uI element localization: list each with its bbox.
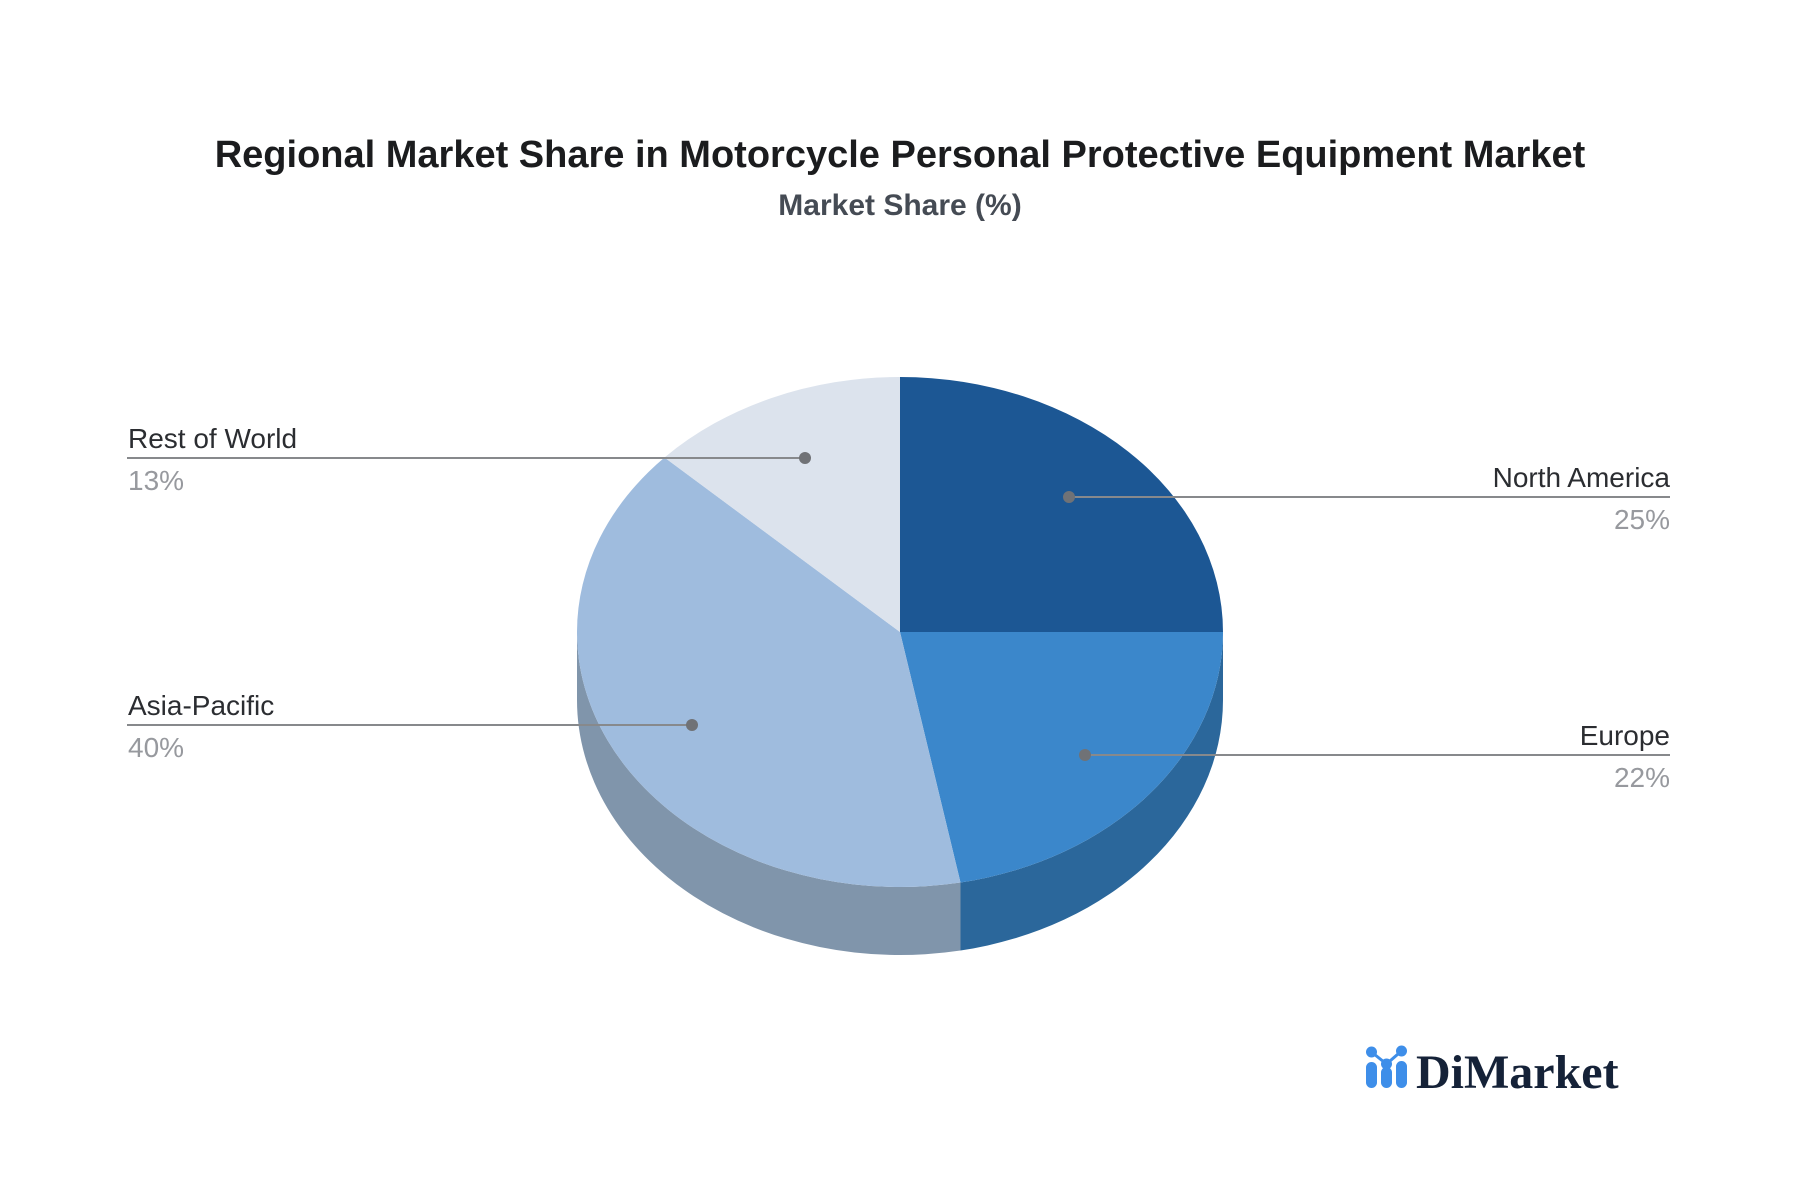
pie-slices (576, 377, 1223, 888)
callout-value-europe: 22% (1614, 762, 1670, 793)
pie-slice-asia-pacific (576, 457, 961, 888)
callout-label-asia-pacific: Asia-Pacific (128, 690, 274, 721)
callout-label-north-america: North America (1493, 462, 1671, 493)
logo-text: DiMarket (1416, 1046, 1619, 1099)
logo-dot-1 (1366, 1046, 1377, 1058)
logo-dot-2 (1381, 1058, 1392, 1070)
logo-bar-3 (1396, 1061, 1407, 1088)
leader-dot-rest-of-world (799, 452, 811, 464)
logo-bar-2 (1381, 1067, 1392, 1088)
callout-label-rest-of-world: Rest of World (128, 423, 297, 454)
logo-bar-1 (1366, 1062, 1377, 1088)
callout-label-europe: Europe (1580, 720, 1670, 751)
pie-slice-europe (900, 632, 1223, 883)
leader-dot-north-america (1063, 491, 1075, 503)
chart-subtitle: Market Share (%) (778, 189, 1021, 222)
pie-slice-side-asia-pacific (576, 632, 961, 956)
logo-dot-3 (1396, 1045, 1407, 1057)
callout-value-asia-pacific: 40% (128, 732, 184, 763)
pie-slice-side-europe (960, 632, 1223, 951)
callout-value-rest-of-world: 13% (128, 465, 184, 496)
leader-dot-asia-pacific (686, 719, 698, 731)
callout-labels-group: Rest of World 13% Asia-Pacific 40% North… (128, 423, 1670, 793)
page-title: Regional Market Share in Motorcycle Pers… (215, 134, 1586, 176)
bar-line-chart-icon (1366, 1045, 1407, 1088)
leader-dot-europe (1079, 749, 1091, 761)
pie-slice-north-america (900, 377, 1223, 632)
callout-leaders (127, 452, 1670, 761)
brand-logo: DiMarket (1366, 1045, 1619, 1099)
pie-3d-sides (576, 632, 1223, 956)
pie-slice-rest-of-world (664, 377, 900, 632)
callout-value-north-america: 25% (1614, 504, 1670, 535)
